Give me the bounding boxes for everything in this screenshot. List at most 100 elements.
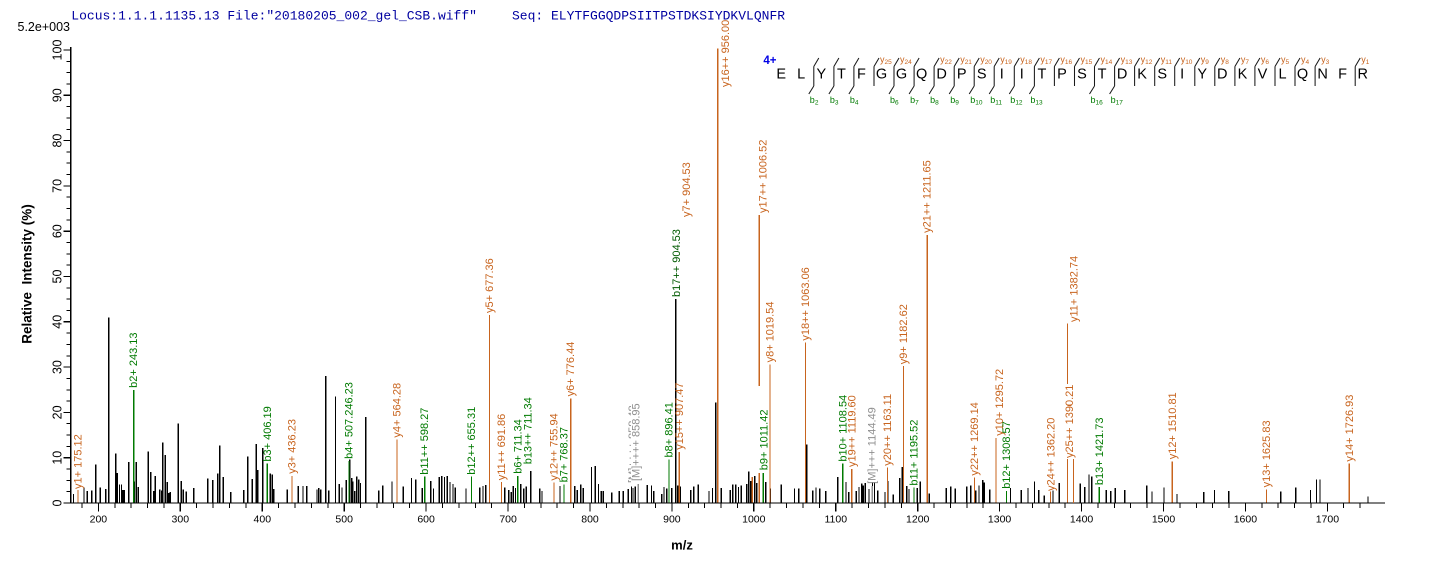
svg-text:b3: b3 xyxy=(830,95,839,107)
svg-text:400: 400 xyxy=(254,514,272,526)
svg-text:b7+ 768.37: b7+ 768.37 xyxy=(558,427,570,482)
svg-text:y9+ 1182.62: y9+ 1182.62 xyxy=(898,304,910,364)
svg-text:y22: y22 xyxy=(940,55,952,67)
svg-text:T: T xyxy=(1098,67,1107,83)
svg-text:b16: b16 xyxy=(1091,95,1104,107)
svg-text:1400: 1400 xyxy=(1070,514,1094,526)
svg-text:y14: y14 xyxy=(1101,55,1113,67)
svg-text:b4+ 507.246.23: b4+ 507.246.23 xyxy=(344,382,356,459)
svg-text:30: 30 xyxy=(51,360,65,374)
svg-text:Y: Y xyxy=(1197,67,1207,83)
svg-text:4+: 4+ xyxy=(763,55,776,67)
svg-text:y5: y5 xyxy=(1281,55,1290,67)
svg-text:y12+ 1510.81: y12+ 1510.81 xyxy=(1167,392,1179,459)
svg-text:[M]++++ 858.95: [M]++++ 858.95 xyxy=(631,403,643,481)
svg-text:I: I xyxy=(1180,67,1184,83)
svg-text:100: 100 xyxy=(51,40,65,61)
svg-text:1000: 1000 xyxy=(742,514,766,526)
svg-text:y10+ 1295.72: y10+ 1295.72 xyxy=(994,369,1006,436)
svg-text:y25++ 1390.21: y25++ 1390.21 xyxy=(1064,385,1076,458)
svg-text:y8: y8 xyxy=(1221,55,1230,67)
svg-text:y7+ 904.53: y7+ 904.53 xyxy=(681,162,693,217)
svg-text:Seq: ELYTFGGQDPSIITPSTDKSIYDKV: Seq: ELYTFGGQDPSIITPSTDKSIYDKVLQNFR xyxy=(512,9,785,24)
svg-text:y19: y19 xyxy=(1000,55,1012,67)
svg-text:y21: y21 xyxy=(960,55,972,67)
svg-text:600: 600 xyxy=(417,514,435,526)
svg-text:1200: 1200 xyxy=(906,514,930,526)
svg-text:y17++ 1006.52: y17++ 1006.52 xyxy=(758,140,770,213)
svg-text:P: P xyxy=(957,67,967,83)
svg-text:y16: y16 xyxy=(1060,55,1072,67)
svg-text:b13+ 1421.73: b13+ 1421.73 xyxy=(1094,417,1106,485)
svg-text:b12++ 655.31: b12++ 655.31 xyxy=(466,407,478,475)
svg-text:L: L xyxy=(797,67,805,83)
svg-text:b6: b6 xyxy=(890,95,899,107)
svg-text:y4+ 564.28: y4+ 564.28 xyxy=(391,383,403,438)
svg-text:S: S xyxy=(977,67,987,83)
svg-text:1700: 1700 xyxy=(1316,514,1340,526)
svg-text:y3: y3 xyxy=(1321,55,1330,67)
svg-text:y24: y24 xyxy=(900,55,912,67)
svg-text:G: G xyxy=(896,67,907,83)
svg-text:b9+ 1011.42: b9+ 1011.42 xyxy=(758,410,770,471)
svg-text:90: 90 xyxy=(51,88,65,102)
svg-text:y11+ 1382.74: y11+ 1382.74 xyxy=(1068,256,1080,322)
svg-text:b7: b7 xyxy=(910,95,919,107)
svg-text:y13+ 1625.83: y13+ 1625.83 xyxy=(1261,420,1273,487)
svg-text:5.2e+003: 5.2e+003 xyxy=(18,20,71,34)
svg-text:Relative Intensity (%): Relative Intensity (%) xyxy=(20,204,35,344)
svg-text:y14+ 1726.93: y14+ 1726.93 xyxy=(1344,395,1356,462)
svg-text:1300: 1300 xyxy=(988,514,1012,526)
svg-text:E: E xyxy=(776,67,786,83)
svg-text:200: 200 xyxy=(90,514,108,526)
svg-text:b4: b4 xyxy=(850,95,859,107)
svg-text:y9: y9 xyxy=(1201,55,1210,67)
svg-text:y13: y13 xyxy=(1121,55,1133,67)
svg-text:V: V xyxy=(1258,67,1268,83)
svg-text:50: 50 xyxy=(51,270,65,284)
svg-text:y7: y7 xyxy=(1241,55,1250,67)
svg-text:D: D xyxy=(1217,67,1227,83)
svg-text:N: N xyxy=(1317,67,1327,83)
svg-text:10: 10 xyxy=(51,451,65,465)
svg-text:y1+ 175.12: y1+ 175.12 xyxy=(73,434,85,489)
svg-text:F: F xyxy=(857,67,866,83)
svg-text:y12++ 755.94: y12++ 755.94 xyxy=(548,413,560,480)
svg-text:T: T xyxy=(837,67,846,83)
svg-text:y15: y15 xyxy=(1081,55,1093,67)
svg-text:b2+ 243.13: b2+ 243.13 xyxy=(128,332,140,387)
svg-text:b2: b2 xyxy=(810,95,819,107)
svg-text:y11: y11 xyxy=(1161,55,1173,67)
svg-text:I: I xyxy=(1020,67,1024,83)
svg-text:S: S xyxy=(1077,67,1087,83)
svg-text:D: D xyxy=(1117,67,1127,83)
svg-text:y16++ 956.00: y16++ 956.00 xyxy=(720,20,732,87)
svg-text:y21++ 1211.65: y21++ 1211.65 xyxy=(922,160,934,233)
svg-text:y18++ 1063.06: y18++ 1063.06 xyxy=(800,267,812,340)
svg-text:y17: y17 xyxy=(1040,55,1052,67)
svg-text:b11+ 1195.52: b11+ 1195.52 xyxy=(909,420,921,486)
svg-text:y24++ 1362.20: y24++ 1362.20 xyxy=(1046,418,1058,491)
svg-text:R: R xyxy=(1357,67,1367,83)
svg-text:b17: b17 xyxy=(1111,95,1124,107)
svg-text:Locus:1.1.1.1135.13 File:"2018: Locus:1.1.1.1135.13 File:"20180205_002_g… xyxy=(71,9,477,24)
svg-text:60: 60 xyxy=(51,224,65,238)
svg-text:Y: Y xyxy=(816,67,826,83)
svg-text:y5+ 677.36: y5+ 677.36 xyxy=(484,258,496,313)
svg-text:b12: b12 xyxy=(1010,95,1023,107)
svg-text:y6: y6 xyxy=(1261,55,1270,67)
svg-text:1600: 1600 xyxy=(1234,514,1258,526)
svg-text:y10: y10 xyxy=(1181,55,1193,67)
svg-text:y18: y18 xyxy=(1020,55,1032,67)
svg-text:I: I xyxy=(1000,67,1004,83)
svg-text:20: 20 xyxy=(51,405,65,419)
svg-text:b10+ 1108.54: b10+ 1108.54 xyxy=(837,395,849,462)
svg-text:y15++ 907.47: y15++ 907.47 xyxy=(674,383,686,450)
svg-text:0: 0 xyxy=(51,499,65,506)
svg-text:40: 40 xyxy=(51,315,65,329)
svg-text:80: 80 xyxy=(51,134,65,148)
svg-text:b8+ 896.41: b8+ 896.41 xyxy=(663,402,675,457)
svg-text:K: K xyxy=(1238,67,1248,83)
svg-text:b3+ 406.19: b3+ 406.19 xyxy=(262,406,274,461)
svg-text:m/z: m/z xyxy=(671,538,693,553)
